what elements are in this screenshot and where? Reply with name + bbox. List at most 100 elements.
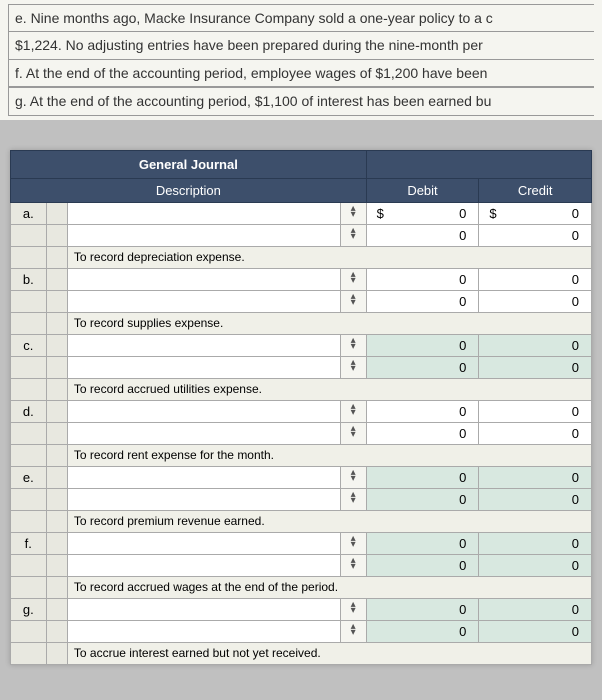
- description-input[interactable]: [67, 290, 340, 312]
- debit-input[interactable]: 0: [366, 268, 479, 290]
- spacer: [46, 312, 67, 334]
- debit-input[interactable]: 0: [366, 620, 479, 642]
- debit-input[interactable]: 0: [366, 422, 479, 444]
- entry-note: To accrue interest earned but not yet re…: [67, 642, 591, 664]
- description-input[interactable]: [67, 598, 340, 620]
- debit-input[interactable]: 0: [366, 466, 479, 488]
- debit-input[interactable]: 0: [366, 224, 479, 246]
- dropdown-icon[interactable]: ▴▾: [340, 466, 366, 488]
- entry-label-empty: [11, 488, 47, 510]
- description-input[interactable]: [67, 224, 340, 246]
- question-line-e2: $1,224. No adjusting entries have been p…: [8, 32, 594, 58]
- col-credit: Credit: [479, 178, 592, 202]
- entry-label-empty: [11, 356, 47, 378]
- col-description: Description: [11, 178, 367, 202]
- description-input[interactable]: [67, 422, 340, 444]
- spacer: [46, 400, 67, 422]
- debit-input[interactable]: 0: [366, 598, 479, 620]
- spacer: [46, 466, 67, 488]
- header-spacer: [366, 150, 591, 178]
- entry-label: a.: [11, 202, 47, 224]
- description-input[interactable]: [67, 554, 340, 576]
- dropdown-icon[interactable]: ▴▾: [340, 532, 366, 554]
- credit-input[interactable]: 0: [479, 620, 592, 642]
- dropdown-icon[interactable]: ▴▾: [340, 598, 366, 620]
- description-input[interactable]: [67, 466, 340, 488]
- credit-input[interactable]: $0: [479, 202, 592, 224]
- dropdown-icon[interactable]: ▴▾: [340, 620, 366, 642]
- spacer: [46, 334, 67, 356]
- dropdown-icon[interactable]: ▴▾: [340, 202, 366, 224]
- debit-input[interactable]: 0: [366, 356, 479, 378]
- bottom-text: [10, 665, 592, 673]
- dropdown-icon[interactable]: ▴▾: [340, 224, 366, 246]
- debit-input[interactable]: $0: [366, 202, 479, 224]
- debit-input[interactable]: 0: [366, 488, 479, 510]
- description-input[interactable]: [67, 532, 340, 554]
- credit-input[interactable]: 0: [479, 532, 592, 554]
- spacer: [46, 620, 67, 642]
- debit-input[interactable]: 0: [366, 554, 479, 576]
- entry-note: To record premium revenue earned.: [67, 510, 591, 532]
- credit-input[interactable]: 0: [479, 356, 592, 378]
- dropdown-icon[interactable]: ▴▾: [340, 268, 366, 290]
- spacer: [46, 598, 67, 620]
- general-journal-table: General Journal Description Debit Credit…: [10, 150, 592, 665]
- debit-input[interactable]: 0: [366, 334, 479, 356]
- entry-label-empty: [11, 554, 47, 576]
- entry-label: d.: [11, 400, 47, 422]
- credit-input[interactable]: 0: [479, 224, 592, 246]
- dropdown-icon[interactable]: ▴▾: [340, 488, 366, 510]
- entry-label-empty: [11, 444, 47, 466]
- credit-input[interactable]: 0: [479, 488, 592, 510]
- entry-label: e.: [11, 466, 47, 488]
- col-debit: Debit: [366, 178, 479, 202]
- dropdown-icon[interactable]: ▴▾: [340, 554, 366, 576]
- spacer: [46, 268, 67, 290]
- description-input[interactable]: [67, 620, 340, 642]
- credit-input[interactable]: 0: [479, 466, 592, 488]
- credit-input[interactable]: 0: [479, 334, 592, 356]
- entry-note: To record supplies expense.: [67, 312, 591, 334]
- spacer: [46, 444, 67, 466]
- dropdown-icon[interactable]: ▴▾: [340, 290, 366, 312]
- description-input[interactable]: [67, 400, 340, 422]
- entry-label: b.: [11, 268, 47, 290]
- question-line-g: g. At the end of the accounting period, …: [8, 87, 594, 115]
- spacer: [46, 488, 67, 510]
- credit-input[interactable]: 0: [479, 422, 592, 444]
- credit-input[interactable]: 0: [479, 598, 592, 620]
- entry-label-empty: [11, 576, 47, 598]
- credit-input[interactable]: 0: [479, 400, 592, 422]
- entry-label-empty: [11, 224, 47, 246]
- entry-label-empty: [11, 510, 47, 532]
- credit-input[interactable]: 0: [479, 554, 592, 576]
- spacer: [46, 422, 67, 444]
- description-input[interactable]: [67, 334, 340, 356]
- description-input[interactable]: [67, 488, 340, 510]
- entry-note: To record accrued wages at the end of th…: [67, 576, 591, 598]
- table-title: General Journal: [11, 150, 367, 178]
- dropdown-icon[interactable]: ▴▾: [340, 356, 366, 378]
- debit-input[interactable]: 0: [366, 400, 479, 422]
- spacer: [46, 246, 67, 268]
- credit-input[interactable]: 0: [479, 290, 592, 312]
- description-input[interactable]: [67, 268, 340, 290]
- entry-label: c.: [11, 334, 47, 356]
- spacer: [46, 510, 67, 532]
- debit-input[interactable]: 0: [366, 290, 479, 312]
- entry-label: g.: [11, 598, 47, 620]
- debit-input[interactable]: 0: [366, 532, 479, 554]
- credit-input[interactable]: 0: [479, 268, 592, 290]
- entry-label-empty: [11, 620, 47, 642]
- dropdown-icon[interactable]: ▴▾: [340, 422, 366, 444]
- entry-label-empty: [11, 246, 47, 268]
- description-input[interactable]: [67, 356, 340, 378]
- journal-container: General Journal Description Debit Credit…: [10, 150, 592, 673]
- spacer: [46, 576, 67, 598]
- description-input[interactable]: [67, 202, 340, 224]
- spacer: [46, 290, 67, 312]
- dropdown-icon[interactable]: ▴▾: [340, 400, 366, 422]
- dropdown-icon[interactable]: ▴▾: [340, 334, 366, 356]
- entry-label-empty: [11, 378, 47, 400]
